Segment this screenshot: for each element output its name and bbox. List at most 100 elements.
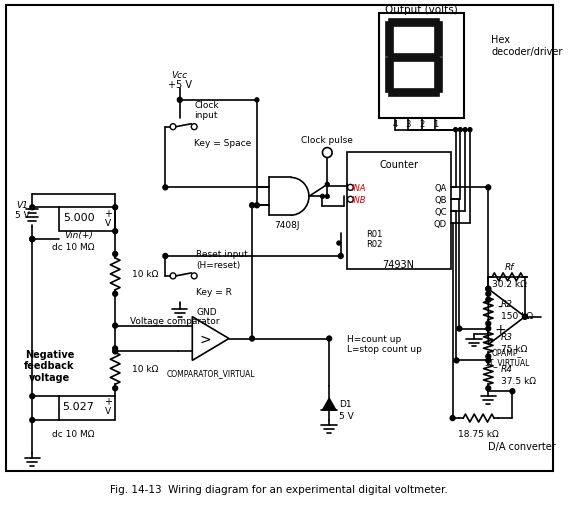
Circle shape <box>523 315 527 320</box>
Circle shape <box>486 185 490 190</box>
Text: 3: 3 <box>406 120 411 129</box>
Text: R2: R2 <box>501 299 513 309</box>
Circle shape <box>30 237 35 242</box>
Text: Vin(+): Vin(+) <box>64 230 93 239</box>
Text: Key = Space: Key = Space <box>194 139 252 148</box>
Circle shape <box>523 315 527 320</box>
Circle shape <box>454 128 458 132</box>
Text: +: + <box>104 396 113 407</box>
Circle shape <box>30 237 35 242</box>
Circle shape <box>450 416 455 421</box>
Text: +: + <box>104 209 113 219</box>
Text: R4: R4 <box>501 364 513 373</box>
Circle shape <box>468 128 472 132</box>
Text: R02: R02 <box>366 239 382 248</box>
Bar <box>347 152 451 269</box>
Text: H=count up
L=stop count up: H=count up L=stop count up <box>347 334 421 353</box>
Circle shape <box>177 98 182 103</box>
Circle shape <box>486 287 490 292</box>
Bar <box>59 396 115 420</box>
Circle shape <box>510 389 515 394</box>
Text: 18.75 kΩ: 18.75 kΩ <box>458 429 499 438</box>
Circle shape <box>113 206 118 210</box>
Text: V: V <box>106 218 111 227</box>
Circle shape <box>255 98 259 103</box>
Text: 2: 2 <box>419 120 425 129</box>
Text: V: V <box>106 406 111 415</box>
Circle shape <box>486 287 490 292</box>
Text: Output (volts): Output (volts) <box>385 6 458 15</box>
Circle shape <box>250 336 254 341</box>
Text: dc 10 MΩ: dc 10 MΩ <box>53 242 95 251</box>
Circle shape <box>486 326 490 331</box>
Circle shape <box>250 204 254 209</box>
Bar <box>435 59 442 93</box>
Text: QC: QC <box>434 208 447 216</box>
Text: D/A converter: D/A converter <box>488 441 556 451</box>
Text: Hex
decoder/driver: Hex decoder/driver <box>491 35 563 57</box>
Text: Key = R: Key = R <box>196 288 232 297</box>
Text: dc 10 MΩ: dc 10 MΩ <box>53 429 95 438</box>
Bar <box>386 59 393 93</box>
Text: 10 kΩ: 10 kΩ <box>132 270 158 279</box>
Circle shape <box>327 336 332 341</box>
Text: INB: INB <box>351 195 366 205</box>
Text: COMPARATOR_VIRTUAL: COMPARATOR_VIRTUAL <box>166 368 255 377</box>
Text: 4: 4 <box>392 120 398 129</box>
Text: 1: 1 <box>433 120 438 129</box>
Text: +5 V: +5 V <box>168 80 192 90</box>
Text: >: > <box>199 332 211 346</box>
Text: QA: QA <box>434 183 447 192</box>
Polygon shape <box>323 398 336 411</box>
Text: QB: QB <box>434 195 447 205</box>
Circle shape <box>113 386 118 391</box>
Text: 75 kΩ: 75 kΩ <box>501 344 527 354</box>
Circle shape <box>457 326 462 331</box>
Text: 5.027: 5.027 <box>62 401 95 412</box>
Circle shape <box>163 254 168 259</box>
Circle shape <box>454 358 459 363</box>
Text: Clock
input: Clock input <box>194 101 219 120</box>
Text: R01: R01 <box>366 229 382 238</box>
Circle shape <box>30 394 35 399</box>
Bar <box>435 23 442 57</box>
Circle shape <box>113 349 118 354</box>
Circle shape <box>486 297 490 302</box>
Circle shape <box>338 254 343 259</box>
Text: R3: R3 <box>501 332 513 341</box>
Text: 37.5 kΩ: 37.5 kΩ <box>501 376 536 385</box>
Text: 5.000: 5.000 <box>63 213 94 223</box>
Text: Fig. 14-13  Wiring diagram for an experimental digital voltmeter.: Fig. 14-13 Wiring diagram for an experim… <box>110 484 448 494</box>
Circle shape <box>325 195 329 199</box>
Circle shape <box>486 358 490 363</box>
Circle shape <box>30 206 35 210</box>
Text: D1: D1 <box>339 399 351 408</box>
Text: 10 kΩ: 10 kΩ <box>132 364 158 373</box>
Text: 5 V: 5 V <box>15 210 30 219</box>
Circle shape <box>163 185 168 190</box>
Text: 7408J: 7408J <box>274 220 299 229</box>
Circle shape <box>30 418 35 423</box>
Text: Negative
feedback
voltage: Negative feedback voltage <box>24 349 75 382</box>
Circle shape <box>486 292 490 296</box>
Text: +: + <box>494 322 505 336</box>
Circle shape <box>254 204 259 209</box>
Circle shape <box>113 346 118 351</box>
Text: 150 kΩ: 150 kΩ <box>501 312 533 321</box>
Circle shape <box>321 195 324 199</box>
Circle shape <box>113 252 118 257</box>
Circle shape <box>113 292 118 296</box>
Text: INA: INA <box>351 183 366 192</box>
Text: QD: QD <box>434 219 447 228</box>
Circle shape <box>325 183 329 187</box>
Text: 5 V: 5 V <box>339 411 354 420</box>
Text: Vcc: Vcc <box>172 71 188 80</box>
Circle shape <box>486 322 490 326</box>
Circle shape <box>458 128 462 132</box>
Bar <box>389 55 439 62</box>
Bar <box>389 20 439 27</box>
Text: Rf: Rf <box>505 263 514 272</box>
Text: 7493N: 7493N <box>383 260 415 269</box>
Circle shape <box>337 241 341 245</box>
Text: GND: GND <box>196 308 217 317</box>
